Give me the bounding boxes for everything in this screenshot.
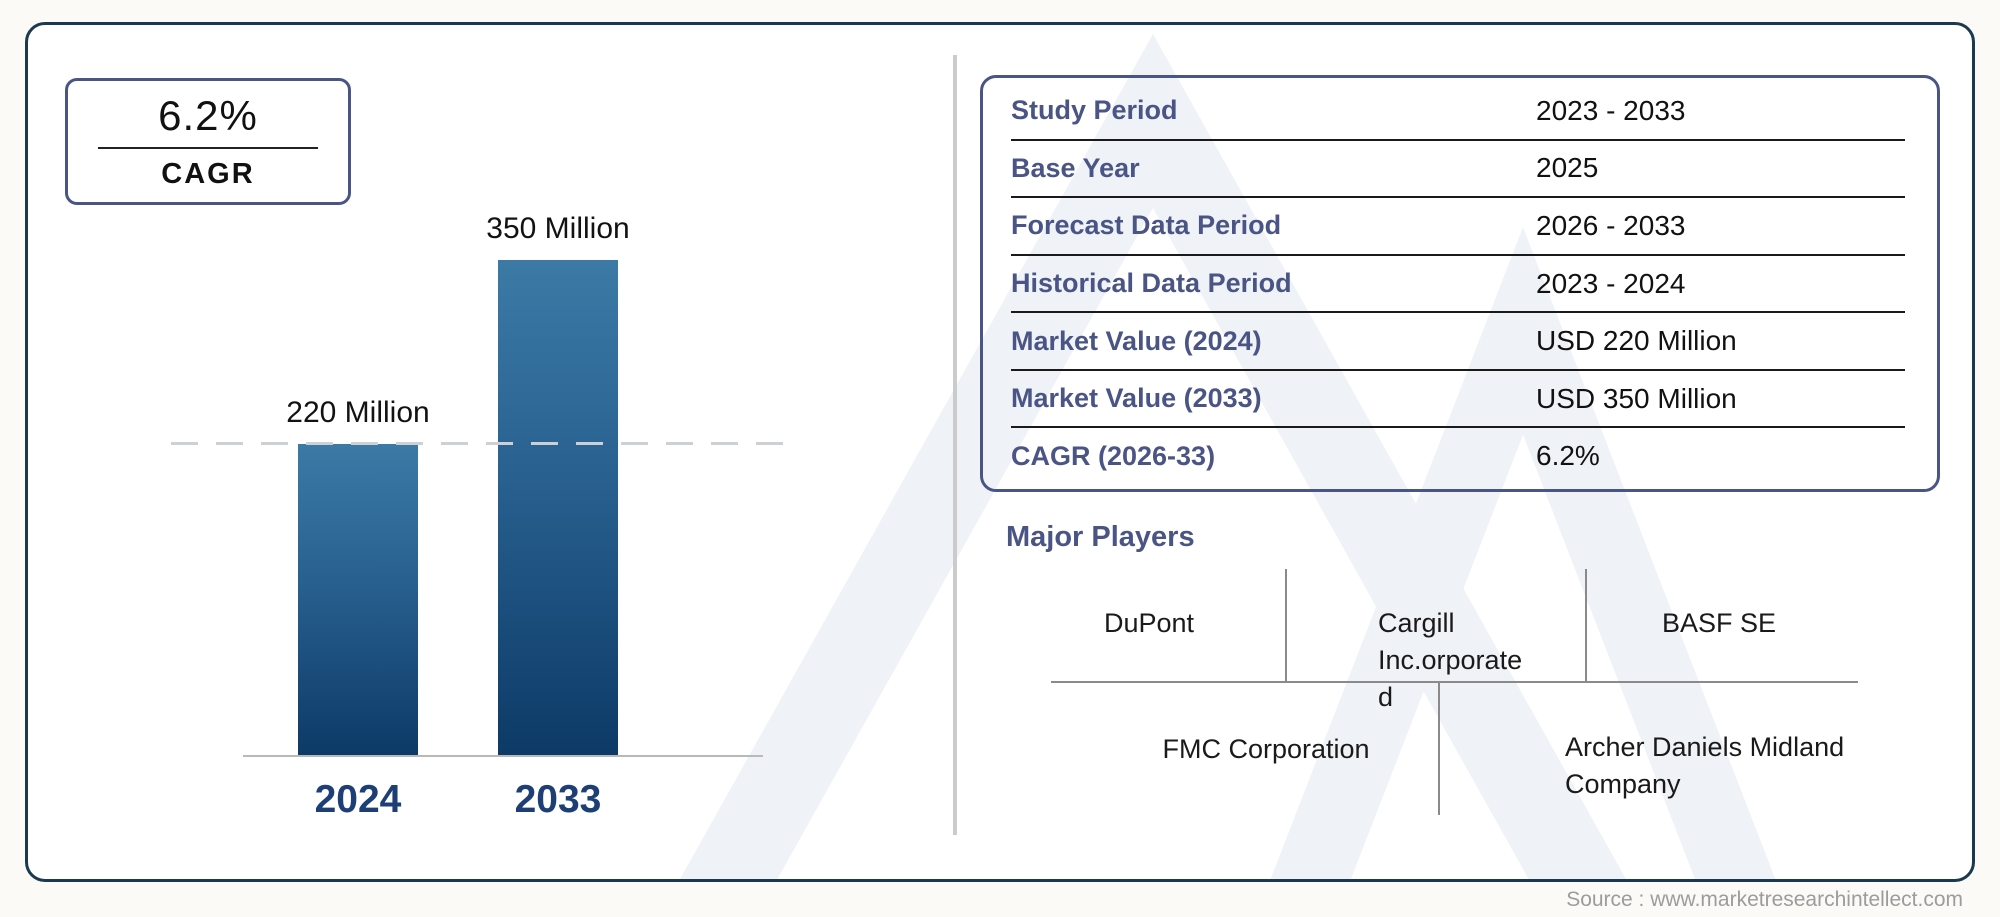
bar-value-label-2024: 220 Million bbox=[286, 396, 430, 429]
row-value: USD 220 Million bbox=[1536, 325, 1737, 357]
reference-dashed-line bbox=[171, 442, 801, 445]
table-row: Base Year 2025 bbox=[1011, 141, 1905, 199]
row-value: 2023 - 2024 bbox=[1536, 267, 1686, 299]
row-value: 2023 - 2033 bbox=[1536, 94, 1686, 126]
table-row: Market Value (2024) USD 220 Million bbox=[1011, 313, 1905, 371]
row-label: Base Year bbox=[1011, 152, 1140, 183]
cagr-badge: 6.2% CAGR bbox=[65, 78, 351, 205]
player-dupont: DuPont bbox=[1103, 608, 1195, 638]
study-summary-table: Study Period 2023 - 2033 Base Year 2025 … bbox=[980, 75, 1940, 492]
cagr-badge-divider bbox=[98, 147, 318, 149]
source-attribution: Source : www.marketresearchintellect.com bbox=[1566, 888, 1963, 911]
bar-value-label-2033: 350 Million bbox=[486, 212, 630, 245]
row-label: Market Value (2033) bbox=[1011, 383, 1262, 414]
players-divider-vertical-2 bbox=[1585, 569, 1587, 681]
row-value: 6.2% bbox=[1536, 440, 1600, 472]
row-value: USD 350 Million bbox=[1536, 382, 1737, 414]
row-label: Market Value (2024) bbox=[1011, 325, 1262, 356]
row-value: 2025 bbox=[1536, 152, 1599, 184]
players-divider-vertical-1 bbox=[1285, 569, 1287, 681]
table-row: Historical Data Period 2023 - 2024 bbox=[1011, 256, 1905, 314]
row-label: Historical Data Period bbox=[1011, 268, 1292, 299]
table-row: Forecast Data Period 2026 - 2033 bbox=[1011, 198, 1905, 256]
report-card: 6.2% CAGR 220 Million 350 Million 2024 2… bbox=[25, 22, 1975, 882]
player-basf: BASF SE bbox=[1661, 608, 1777, 638]
players-divider-vertical-3 bbox=[1438, 681, 1440, 815]
x-tick-2024: 2024 bbox=[314, 778, 402, 821]
row-label: Forecast Data Period bbox=[1011, 210, 1282, 241]
x-axis-baseline bbox=[243, 755, 763, 757]
player-cargill: Cargill Inc.orporate d bbox=[1378, 608, 1523, 712]
panel-divider bbox=[953, 55, 957, 835]
table-row: Study Period 2023 - 2033 bbox=[1011, 83, 1905, 141]
row-label: CAGR (2026-33) bbox=[1011, 440, 1216, 471]
row-value: 2026 - 2033 bbox=[1536, 209, 1686, 241]
major-players-heading: Major Players bbox=[1006, 521, 1195, 553]
bar-2024 bbox=[298, 444, 418, 755]
players-divider-horizontal bbox=[1051, 681, 1858, 683]
cagr-value: 6.2% bbox=[158, 92, 258, 139]
x-tick-2033: 2033 bbox=[514, 778, 602, 821]
row-label: Study Period bbox=[1011, 95, 1178, 126]
table-row: Market Value (2033) USD 350 Million bbox=[1011, 371, 1905, 429]
cagr-label: CAGR bbox=[161, 158, 255, 190]
table-row: CAGR (2026-33) 6.2% bbox=[1011, 428, 1905, 484]
player-fmc: FMC Corporation bbox=[1162, 734, 1370, 764]
bar-2033 bbox=[498, 260, 618, 755]
bar-chart: 220 Million 350 Million 2024 2033 bbox=[28, 25, 963, 879]
player-adm: Archer Daniels Midland Company bbox=[1565, 732, 1845, 799]
